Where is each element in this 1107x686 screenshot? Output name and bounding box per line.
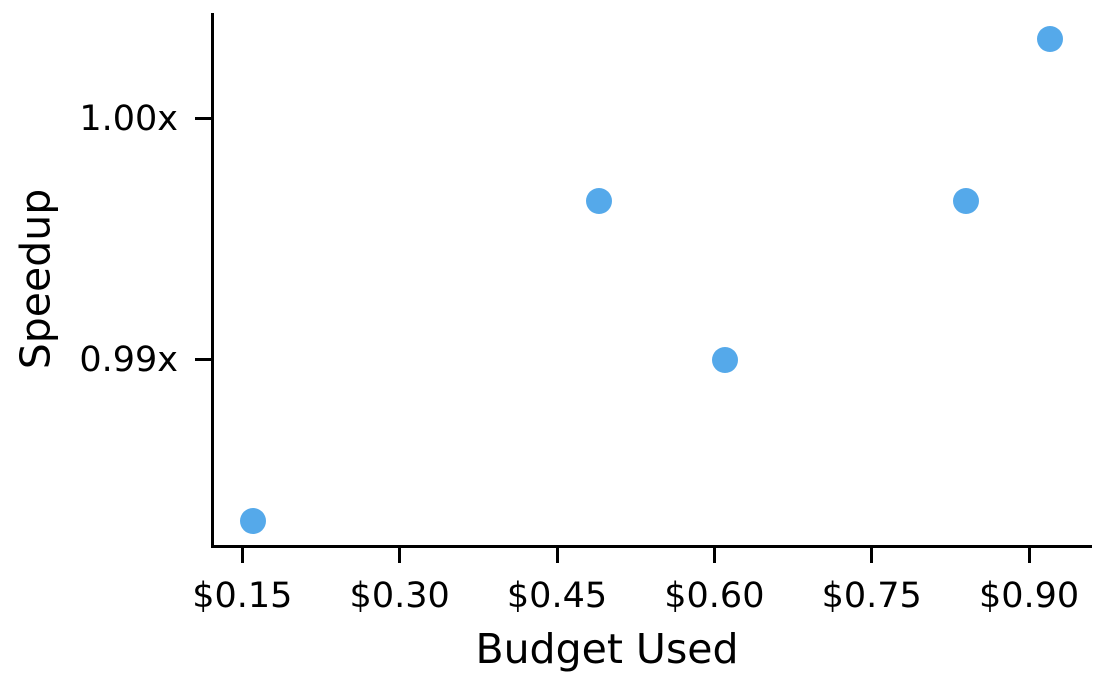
y-axis-label: Speedup <box>11 188 60 370</box>
y-axis-spine <box>211 13 214 548</box>
x-tick-mark <box>712 547 716 563</box>
scatter-point <box>239 507 266 534</box>
scatter-point <box>585 187 612 214</box>
x-tick-label: $0.30 <box>349 576 450 616</box>
x-tick-mark <box>555 547 559 563</box>
x-axis-spine <box>211 545 1092 548</box>
x-tick-mark <box>870 547 874 563</box>
x-axis-label: Budget Used <box>475 625 739 673</box>
scatter-point <box>953 187 980 214</box>
x-tick-label: $0.15 <box>192 576 293 616</box>
scatter-point <box>1037 26 1064 53</box>
x-tick-mark <box>1027 547 1031 563</box>
x-tick-mark <box>398 547 402 563</box>
x-tick-label: $0.90 <box>978 576 1080 616</box>
y-tick-label: 1.00x <box>79 98 178 139</box>
x-tick-label: $0.45 <box>506 576 608 616</box>
x-tick-label: $0.60 <box>664 576 765 616</box>
scatter-point <box>711 346 738 373</box>
y-tick-mark <box>195 358 212 362</box>
x-tick-mark <box>240 547 244 563</box>
y-tick-label: 0.99x <box>79 339 178 380</box>
x-tick-label: $0.75 <box>821 576 922 616</box>
y-tick-mark <box>195 117 212 121</box>
